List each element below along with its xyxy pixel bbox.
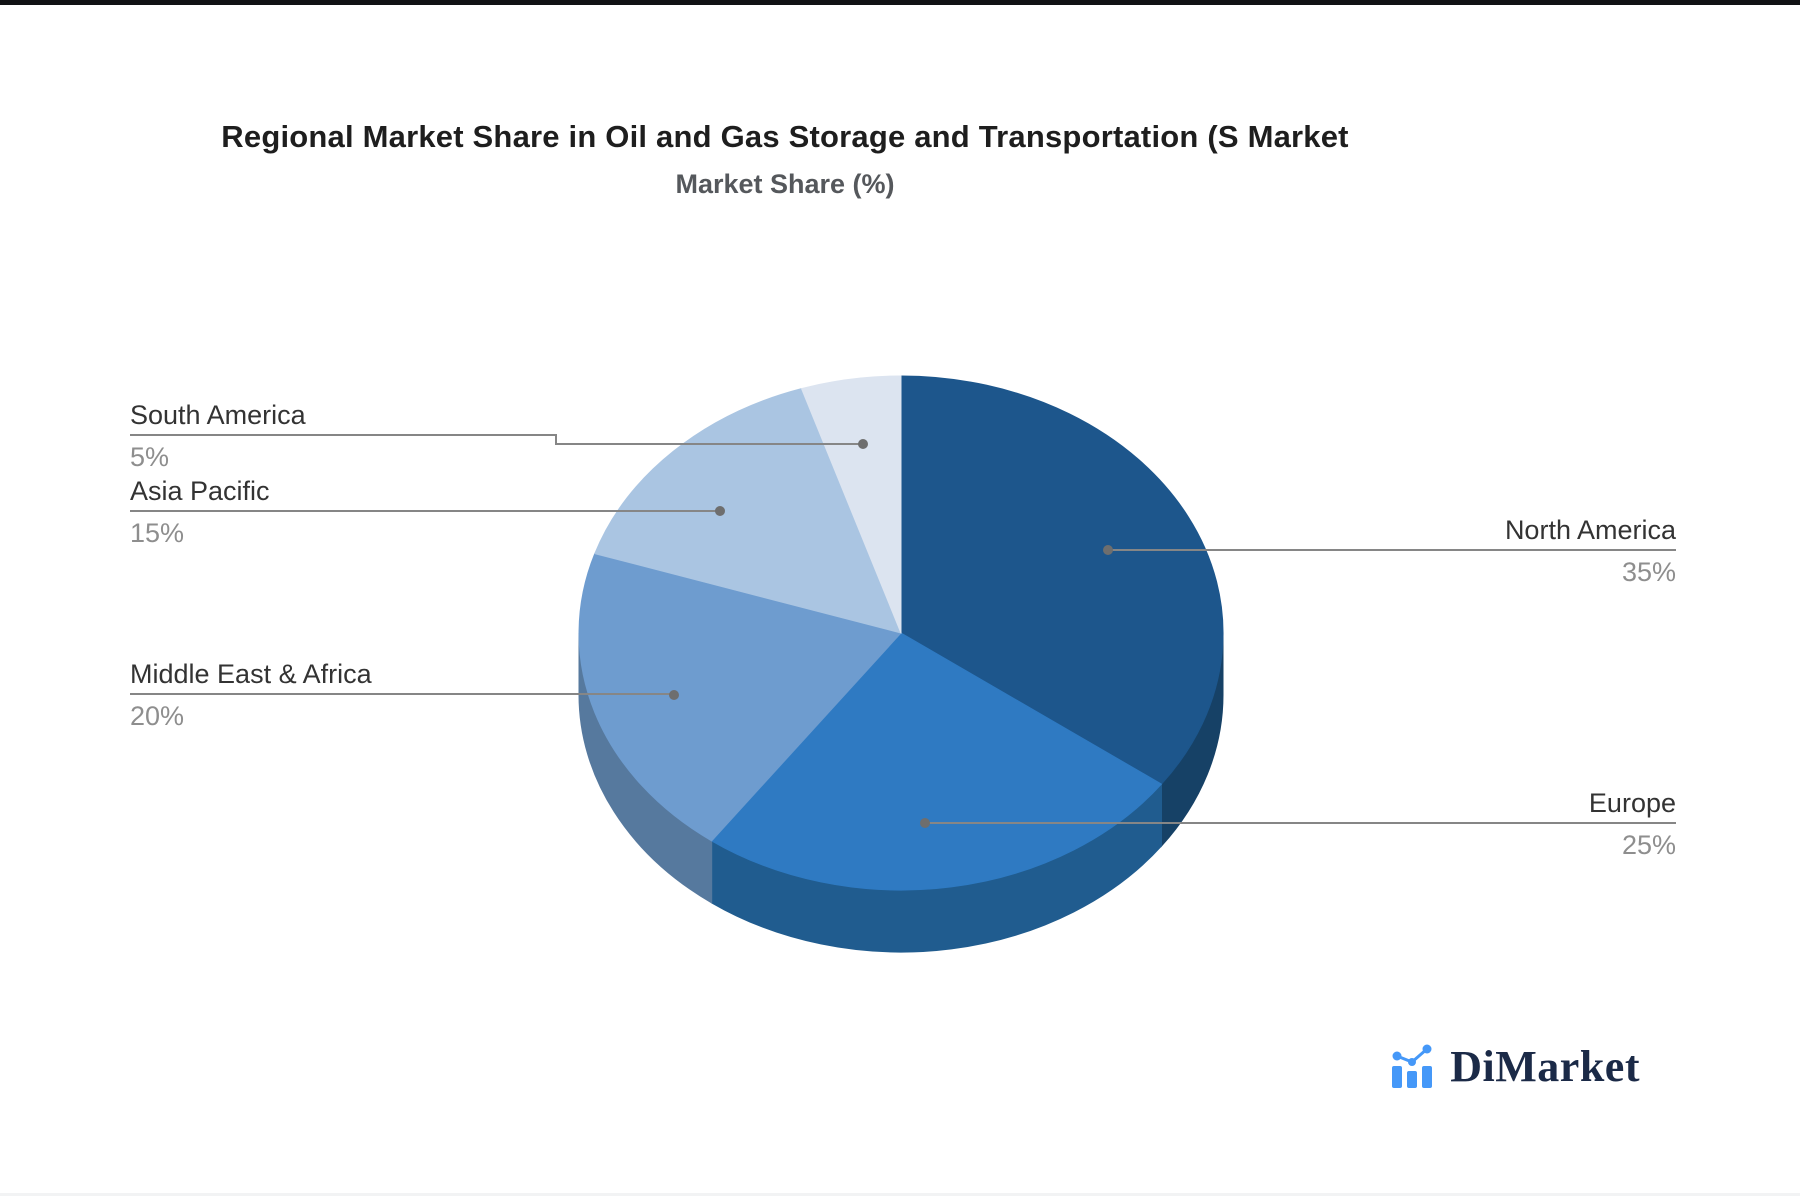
leader-line-south-america [130,434,863,445]
label-middle-east-africa: Middle East & Africa [130,659,372,689]
pct-south-america: 5% [130,442,170,472]
label-group-asia-pacific: Asia Pacific 15% [130,475,270,549]
bottom-border-line [0,1193,1800,1196]
label-group-north-america: North America 35% [1505,514,1676,588]
pct-asia-pacific: 15% [130,518,185,548]
logo-wordmark: DiMarket [1450,1042,1640,1091]
label-group-south-america: South America 5% [130,399,306,473]
pie-slice-north-america[interactable] [900,375,1224,785]
leader-dot-asia-pacific [715,506,725,516]
label-asia-pacific: Asia Pacific [130,476,270,506]
pie-slice-south-america[interactable] [800,375,902,634]
chart-subtitle: Market Share (%) [675,169,895,199]
label-south-america: South America [130,400,306,430]
label-group-europe: Europe 25% [1589,787,1676,861]
leader-dot-middle-east-africa [669,690,679,700]
pie-slice-middle-east-africa[interactable] [578,553,902,842]
pct-middle-east-africa: 20% [130,701,185,731]
label-europe: Europe [1588,788,1676,818]
pct-europe: 25% [1621,830,1676,860]
dimarket-logo: DiMarket [1390,1038,1640,1092]
leader-dot-south-america [858,439,868,449]
leader-dot-europe [920,818,930,828]
label-group-middle-east-africa: Middle East & Africa 20% [130,658,372,732]
label-north-america: North America [1504,515,1676,545]
bar-line-chart-icon [1392,1044,1433,1088]
leader-dot-north-america [1103,545,1113,555]
pie-slice-asia-pacific[interactable] [594,388,902,634]
chart-title: Regional Market Share in Oil and Gas Sto… [221,119,1349,154]
pct-north-america: 35% [1621,557,1676,587]
top-border-bar [0,0,1800,5]
